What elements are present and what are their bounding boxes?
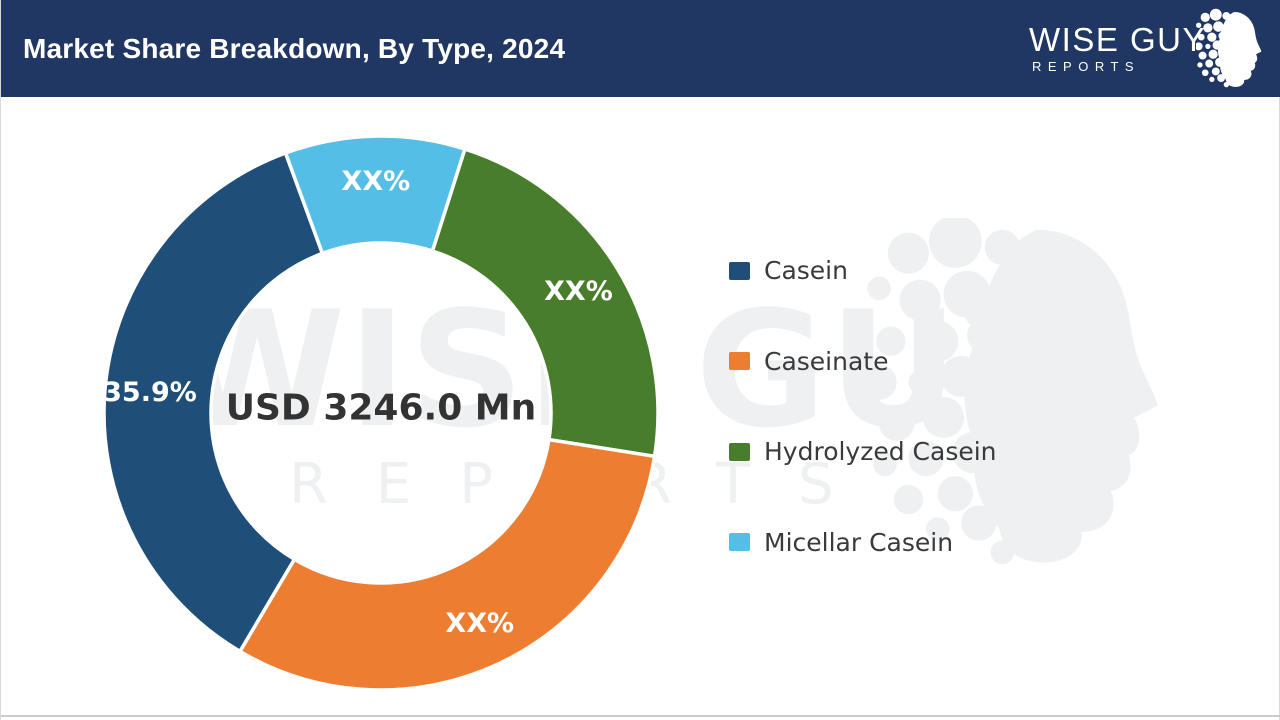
segment-label-casein: 35.9% xyxy=(103,377,197,408)
legend-item-caseinate: Caseinate xyxy=(729,346,997,376)
legend-swatch-hydrolyzed-casein xyxy=(729,442,750,461)
chart-legend: Casein Caseinate Hydrolyzed Casein Micellar… xyxy=(729,257,997,556)
legend-label-caseinate: Caseinate xyxy=(764,346,889,376)
segment-label-caseinate: XX% xyxy=(445,608,514,639)
legend-label-micellar-casein: Micellar Casein xyxy=(764,527,954,557)
bottom-border-line xyxy=(1,715,1280,717)
segment-label-hydrolyzed-casein: XX% xyxy=(544,276,613,307)
segment-caseinate xyxy=(237,437,657,692)
logo-head-icon xyxy=(1196,8,1262,87)
logo-wordmark-line1: WISE GUY xyxy=(1029,21,1207,58)
legend-swatch-micellar-casein xyxy=(729,533,750,552)
header-bar: Market Share Breakdown, By Type, 2024 WI… xyxy=(1,0,1280,97)
logo-wordmark-line2: REPORTS xyxy=(1032,59,1141,74)
legend-item-micellar-casein: Micellar Casein xyxy=(729,527,997,557)
wiseguy-logo: WISE GUY REPORTS xyxy=(1029,0,1269,97)
legend-item-casein: Casein xyxy=(729,257,997,285)
legend-label-casein: Casein xyxy=(764,256,848,285)
page-title: Market Share Breakdown, By Type, 2024 xyxy=(23,32,566,64)
legend-label-hydrolyzed-casein: Hydrolyzed Casein xyxy=(764,437,997,466)
donut-center-value: USD 3246.0 Mn xyxy=(225,387,537,429)
logo-wordmark: WISE GUY REPORTS xyxy=(1029,23,1206,74)
legend-item-hydrolyzed-casein: Hydrolyzed Casein xyxy=(729,438,997,466)
legend-swatch-caseinate xyxy=(729,352,750,371)
legend-swatch-casein xyxy=(729,261,750,280)
segment-micellar-casein xyxy=(283,134,468,256)
segment-label-micellar-casein: XX% xyxy=(342,166,411,197)
